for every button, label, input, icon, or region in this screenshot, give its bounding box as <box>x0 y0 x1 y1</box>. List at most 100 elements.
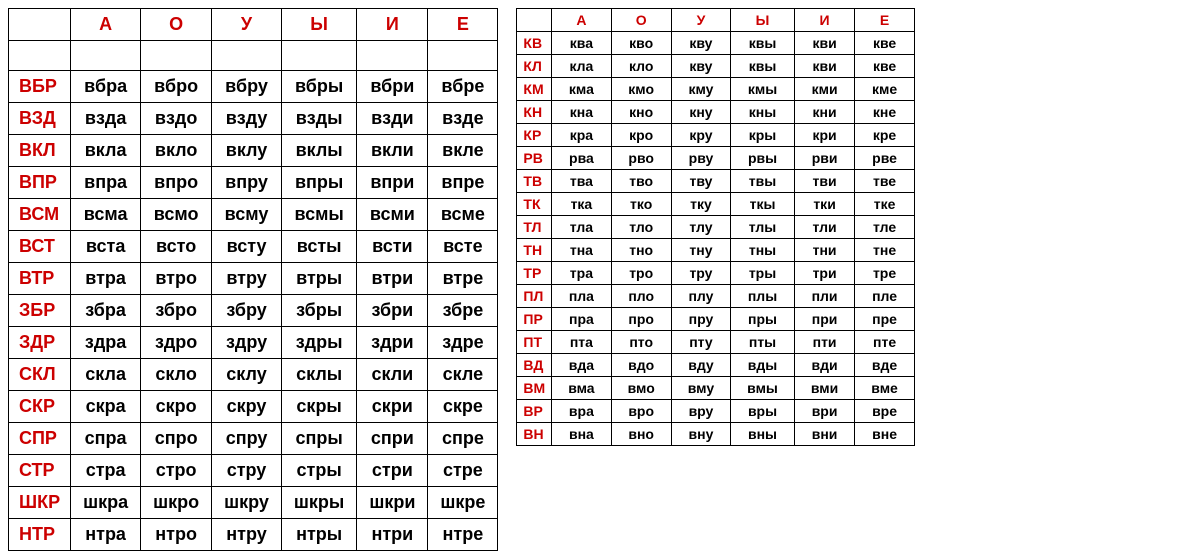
syllable-cell: вкле <box>428 135 498 167</box>
spacer-cell <box>281 41 356 71</box>
row-header: ЗДР <box>9 327 71 359</box>
syllable-cell: кро <box>611 124 671 147</box>
syllable-cell: вму <box>671 377 730 400</box>
syllable-cell: тка <box>552 193 611 216</box>
syllable-cell: тлу <box>671 216 730 239</box>
syllable-cell: вста <box>71 231 141 263</box>
table-row: ТЛтлатлотлутлытлитле <box>517 216 914 239</box>
col-header: Ы <box>281 9 356 41</box>
table-row: КЛклаклоквуквыквикве <box>517 55 914 78</box>
syllable-cell: взде <box>428 103 498 135</box>
syllable-cell: збра <box>71 295 141 327</box>
syllable-cell: пте <box>855 331 915 354</box>
syllable-cell: рва <box>552 147 611 170</box>
syllable-cell: нтры <box>281 519 356 551</box>
syllable-cell: вде <box>855 354 915 377</box>
syllable-cell: всте <box>428 231 498 263</box>
row-header: КВ <box>517 32 552 55</box>
row-header: ВПР <box>9 167 71 199</box>
syllable-cell: впры <box>281 167 356 199</box>
syllable-cell: кме <box>855 78 915 101</box>
table-row: ВПРвправпровпрувпрывпривпре <box>9 167 498 199</box>
syllable-cell: тво <box>611 170 671 193</box>
syllable-cell: вма <box>552 377 611 400</box>
syllable-cell: пли <box>794 285 854 308</box>
syllable-cell: вбро <box>141 71 212 103</box>
syllable-cell: тра <box>552 262 611 285</box>
syllable-cell: втры <box>281 263 356 295</box>
row-header: ПР <box>517 308 552 331</box>
syllable-cell: впре <box>428 167 498 199</box>
syllable-cell: тву <box>671 170 730 193</box>
syllable-cell: збро <box>141 295 212 327</box>
spacer-row <box>9 41 498 71</box>
syllable-cell: скри <box>357 391 428 423</box>
syllable-cell: вздо <box>141 103 212 135</box>
syllable-cell: плы <box>731 285 795 308</box>
syllable-cell: кму <box>671 78 730 101</box>
table-row: ВДвдавдовдувдывдивде <box>517 354 914 377</box>
row-header: ШКР <box>9 487 71 519</box>
syllable-cell: кла <box>552 55 611 78</box>
syllable-cell: тку <box>671 193 730 216</box>
header-row: А О У Ы И Е <box>517 9 914 32</box>
syllable-cell: кна <box>552 101 611 124</box>
syllable-cell: втре <box>428 263 498 295</box>
syllable-cell: всты <box>281 231 356 263</box>
syllable-cell: здра <box>71 327 141 359</box>
syllable-cell: кмы <box>731 78 795 101</box>
syllable-cell: стро <box>141 455 212 487</box>
spacer-cell <box>357 41 428 71</box>
table-row: ШКРшкрашкрошкрушкрышкришкре <box>9 487 498 519</box>
syllable-cell: пре <box>855 308 915 331</box>
col-header: О <box>141 9 212 41</box>
syllable-cell: вне <box>855 423 915 446</box>
syllable-cell: шкре <box>428 487 498 519</box>
syllable-cell: вры <box>731 400 795 423</box>
spacer-cell <box>141 41 212 71</box>
table-row: ПТптаптоптуптыптипте <box>517 331 914 354</box>
syllable-cell: втри <box>357 263 428 295</box>
syllable-cell: скло <box>141 359 212 391</box>
syllable-cell: вду <box>671 354 730 377</box>
row-header: ВСМ <box>9 199 71 231</box>
table-row: РВрварворвурвырвирве <box>517 147 914 170</box>
syllable-cell: спро <box>141 423 212 455</box>
syllable-cell: вбру <box>212 71 282 103</box>
syllable-cell: вна <box>552 423 611 446</box>
table-row: КМкмакмокмукмыкмикме <box>517 78 914 101</box>
syllable-cell: кмо <box>611 78 671 101</box>
row-header: ВР <box>517 400 552 423</box>
table-row: ПЛплаплоплуплыплипле <box>517 285 914 308</box>
syllable-cell: тна <box>552 239 611 262</box>
spacer-cell <box>71 41 141 71</box>
syllable-cell: здре <box>428 327 498 359</box>
table-row: СТРстрастрострустрыстристре <box>9 455 498 487</box>
syllable-cell: плу <box>671 285 730 308</box>
row-header: ВН <box>517 423 552 446</box>
syllable-cell: скли <box>357 359 428 391</box>
syllable-cell: тве <box>855 170 915 193</box>
row-header: КМ <box>517 78 552 101</box>
row-header: ТВ <box>517 170 552 193</box>
syllable-cell: впри <box>357 167 428 199</box>
syllable-cell: стры <box>281 455 356 487</box>
syllable-cell: рво <box>611 147 671 170</box>
col-header: Е <box>428 9 498 41</box>
syllable-cell: нтро <box>141 519 212 551</box>
syllable-cell: стре <box>428 455 498 487</box>
syllable-cell: скру <box>212 391 282 423</box>
row-header: ВЗД <box>9 103 71 135</box>
row-header: ВТР <box>9 263 71 295</box>
syllable-cell: шкры <box>281 487 356 519</box>
row-header: ВД <box>517 354 552 377</box>
table-row: ВМвмавмовмувмывмивме <box>517 377 914 400</box>
syllable-cell: кни <box>794 101 854 124</box>
spacer-cell <box>9 41 71 71</box>
syllable-cell: кву <box>671 32 730 55</box>
col-header: А <box>552 9 611 32</box>
syllable-cell: кны <box>731 101 795 124</box>
table-row: ВСТвставстовстувстывстивсте <box>9 231 498 263</box>
row-header: СКЛ <box>9 359 71 391</box>
syllable-cell: втру <box>212 263 282 295</box>
